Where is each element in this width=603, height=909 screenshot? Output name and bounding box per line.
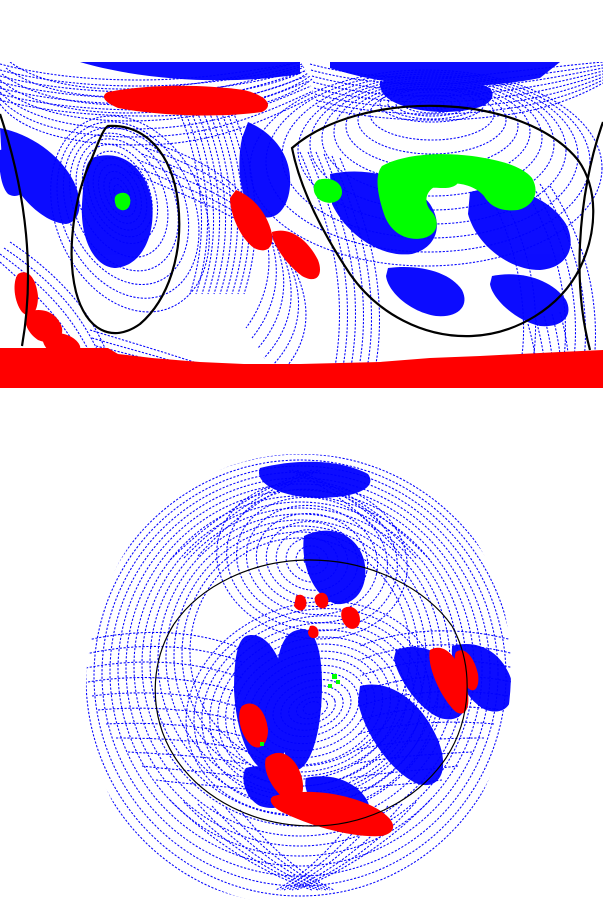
globe-green-filled-region <box>260 674 340 746</box>
cylindrical-projection-contour-map <box>0 62 603 388</box>
orthographic-projection-contour-globe <box>60 440 540 909</box>
globe-red-filled-region <box>239 592 479 837</box>
map-green-filled-region <box>114 154 536 239</box>
map-red-filled-region <box>0 85 603 388</box>
globe-black-overlay-contours <box>154 559 468 827</box>
map-contour-canvas <box>0 62 603 388</box>
map-blue-dense-bands <box>0 62 571 327</box>
globe-contour-canvas <box>85 454 512 905</box>
map-black-overlay-contours <box>0 104 603 351</box>
